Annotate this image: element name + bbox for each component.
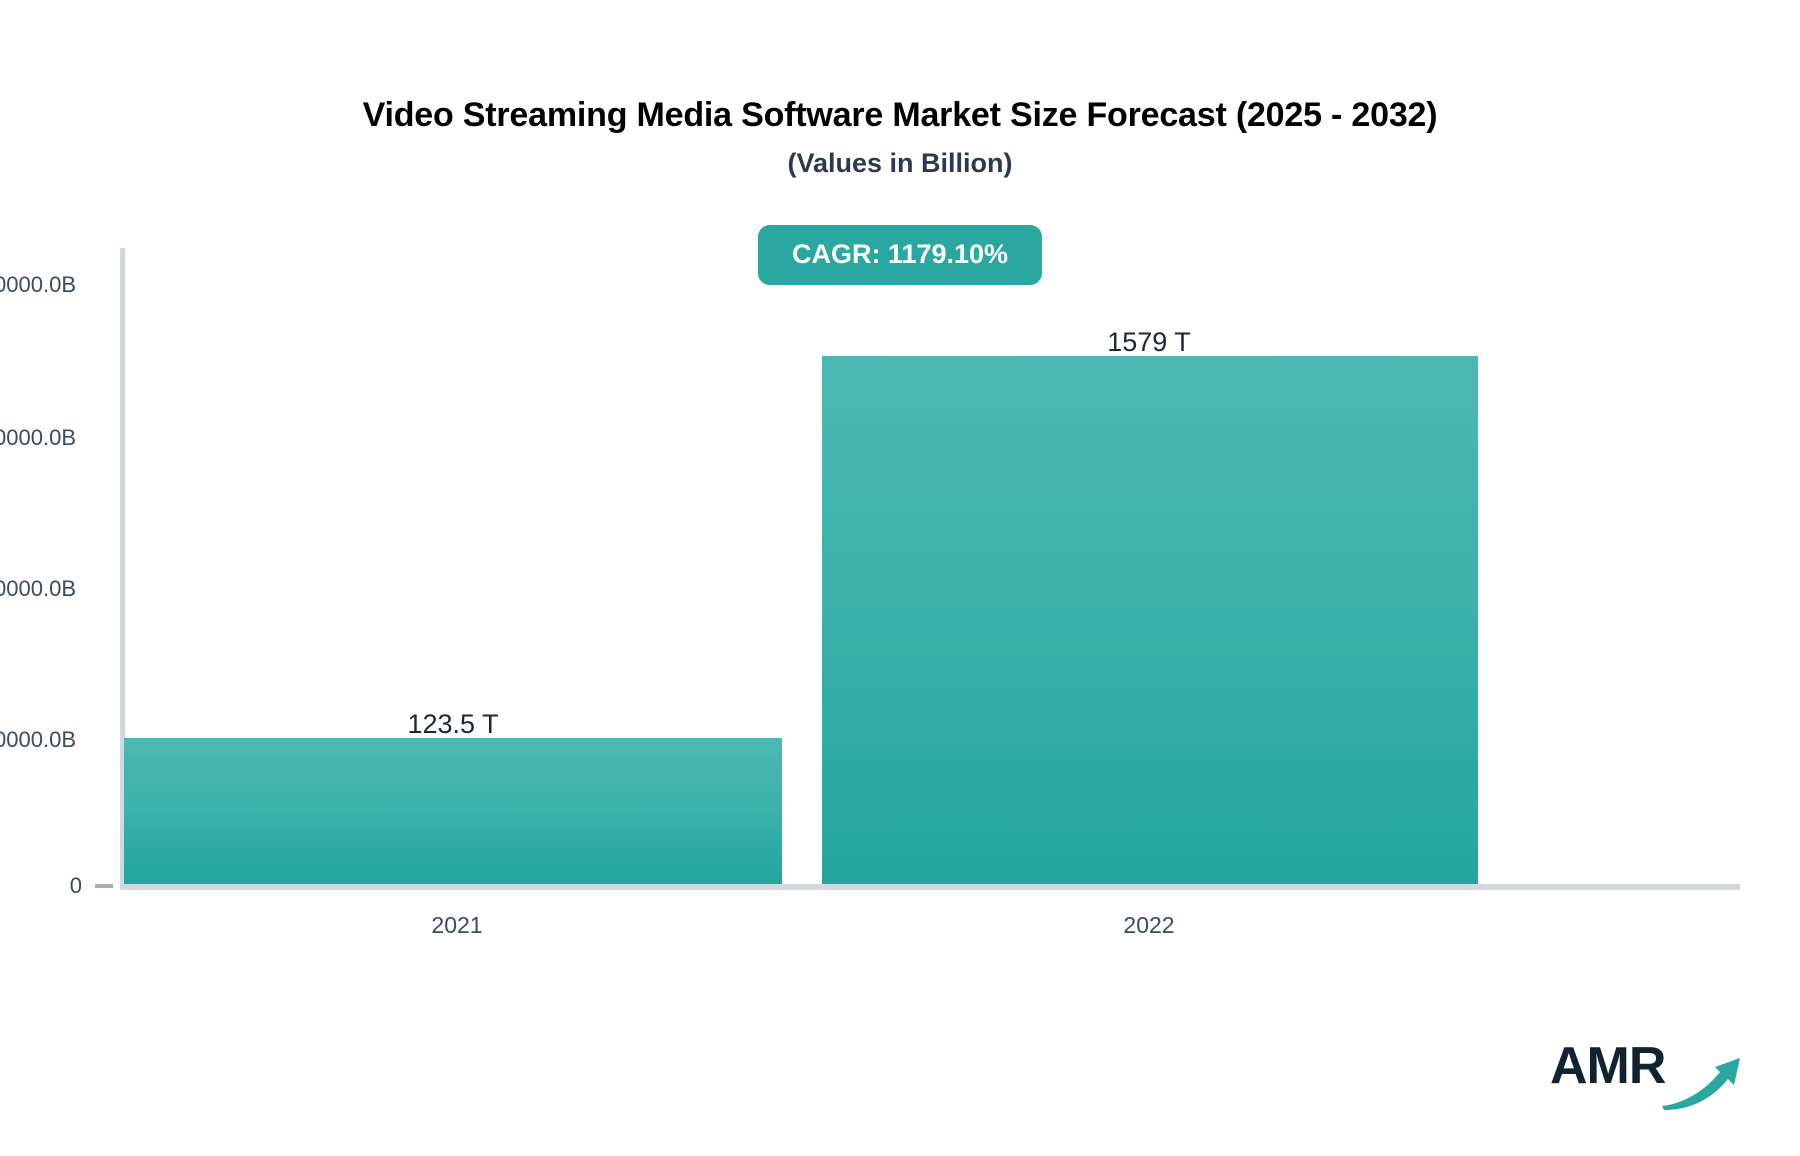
trend-up-arrow-icon — [1662, 1058, 1740, 1110]
y-axis-tick-label-3: 00000.0B — [0, 727, 76, 752]
x-axis-tick-label-2022: 2022 — [1123, 912, 1175, 938]
amr-logo: AMR — [1550, 1036, 1740, 1110]
bar-value-label-2021: 123.5 T — [407, 709, 499, 739]
page-title: Video Streaming Media Software Market Si… — [362, 96, 1438, 134]
y-axis-tick-label-1: 00000.0B — [0, 425, 76, 450]
y-axis-tick-label-4: 0 — [69, 873, 82, 898]
chart-subtitle: (Values in Billion) — [787, 148, 1013, 178]
y-axis-tick-label-0: 00000.0B — [0, 272, 76, 297]
logo-wordmark: AMR — [1550, 1037, 1666, 1095]
y-axis-tick-mark-zero — [95, 884, 113, 888]
bar-2022[interactable] — [822, 356, 1478, 884]
bar-2021[interactable] — [124, 738, 782, 884]
y-axis-tick-label-2: 00000.0B — [0, 576, 76, 601]
bar-value-label-2022: 1579 T — [1107, 327, 1191, 357]
y-axis-spine — [120, 248, 125, 889]
x-axis-tick-label-2021: 2021 — [431, 912, 483, 938]
x-axis-baseline — [120, 884, 1740, 890]
cagr-badge: CAGR: 1179.10% — [757, 225, 1043, 285]
